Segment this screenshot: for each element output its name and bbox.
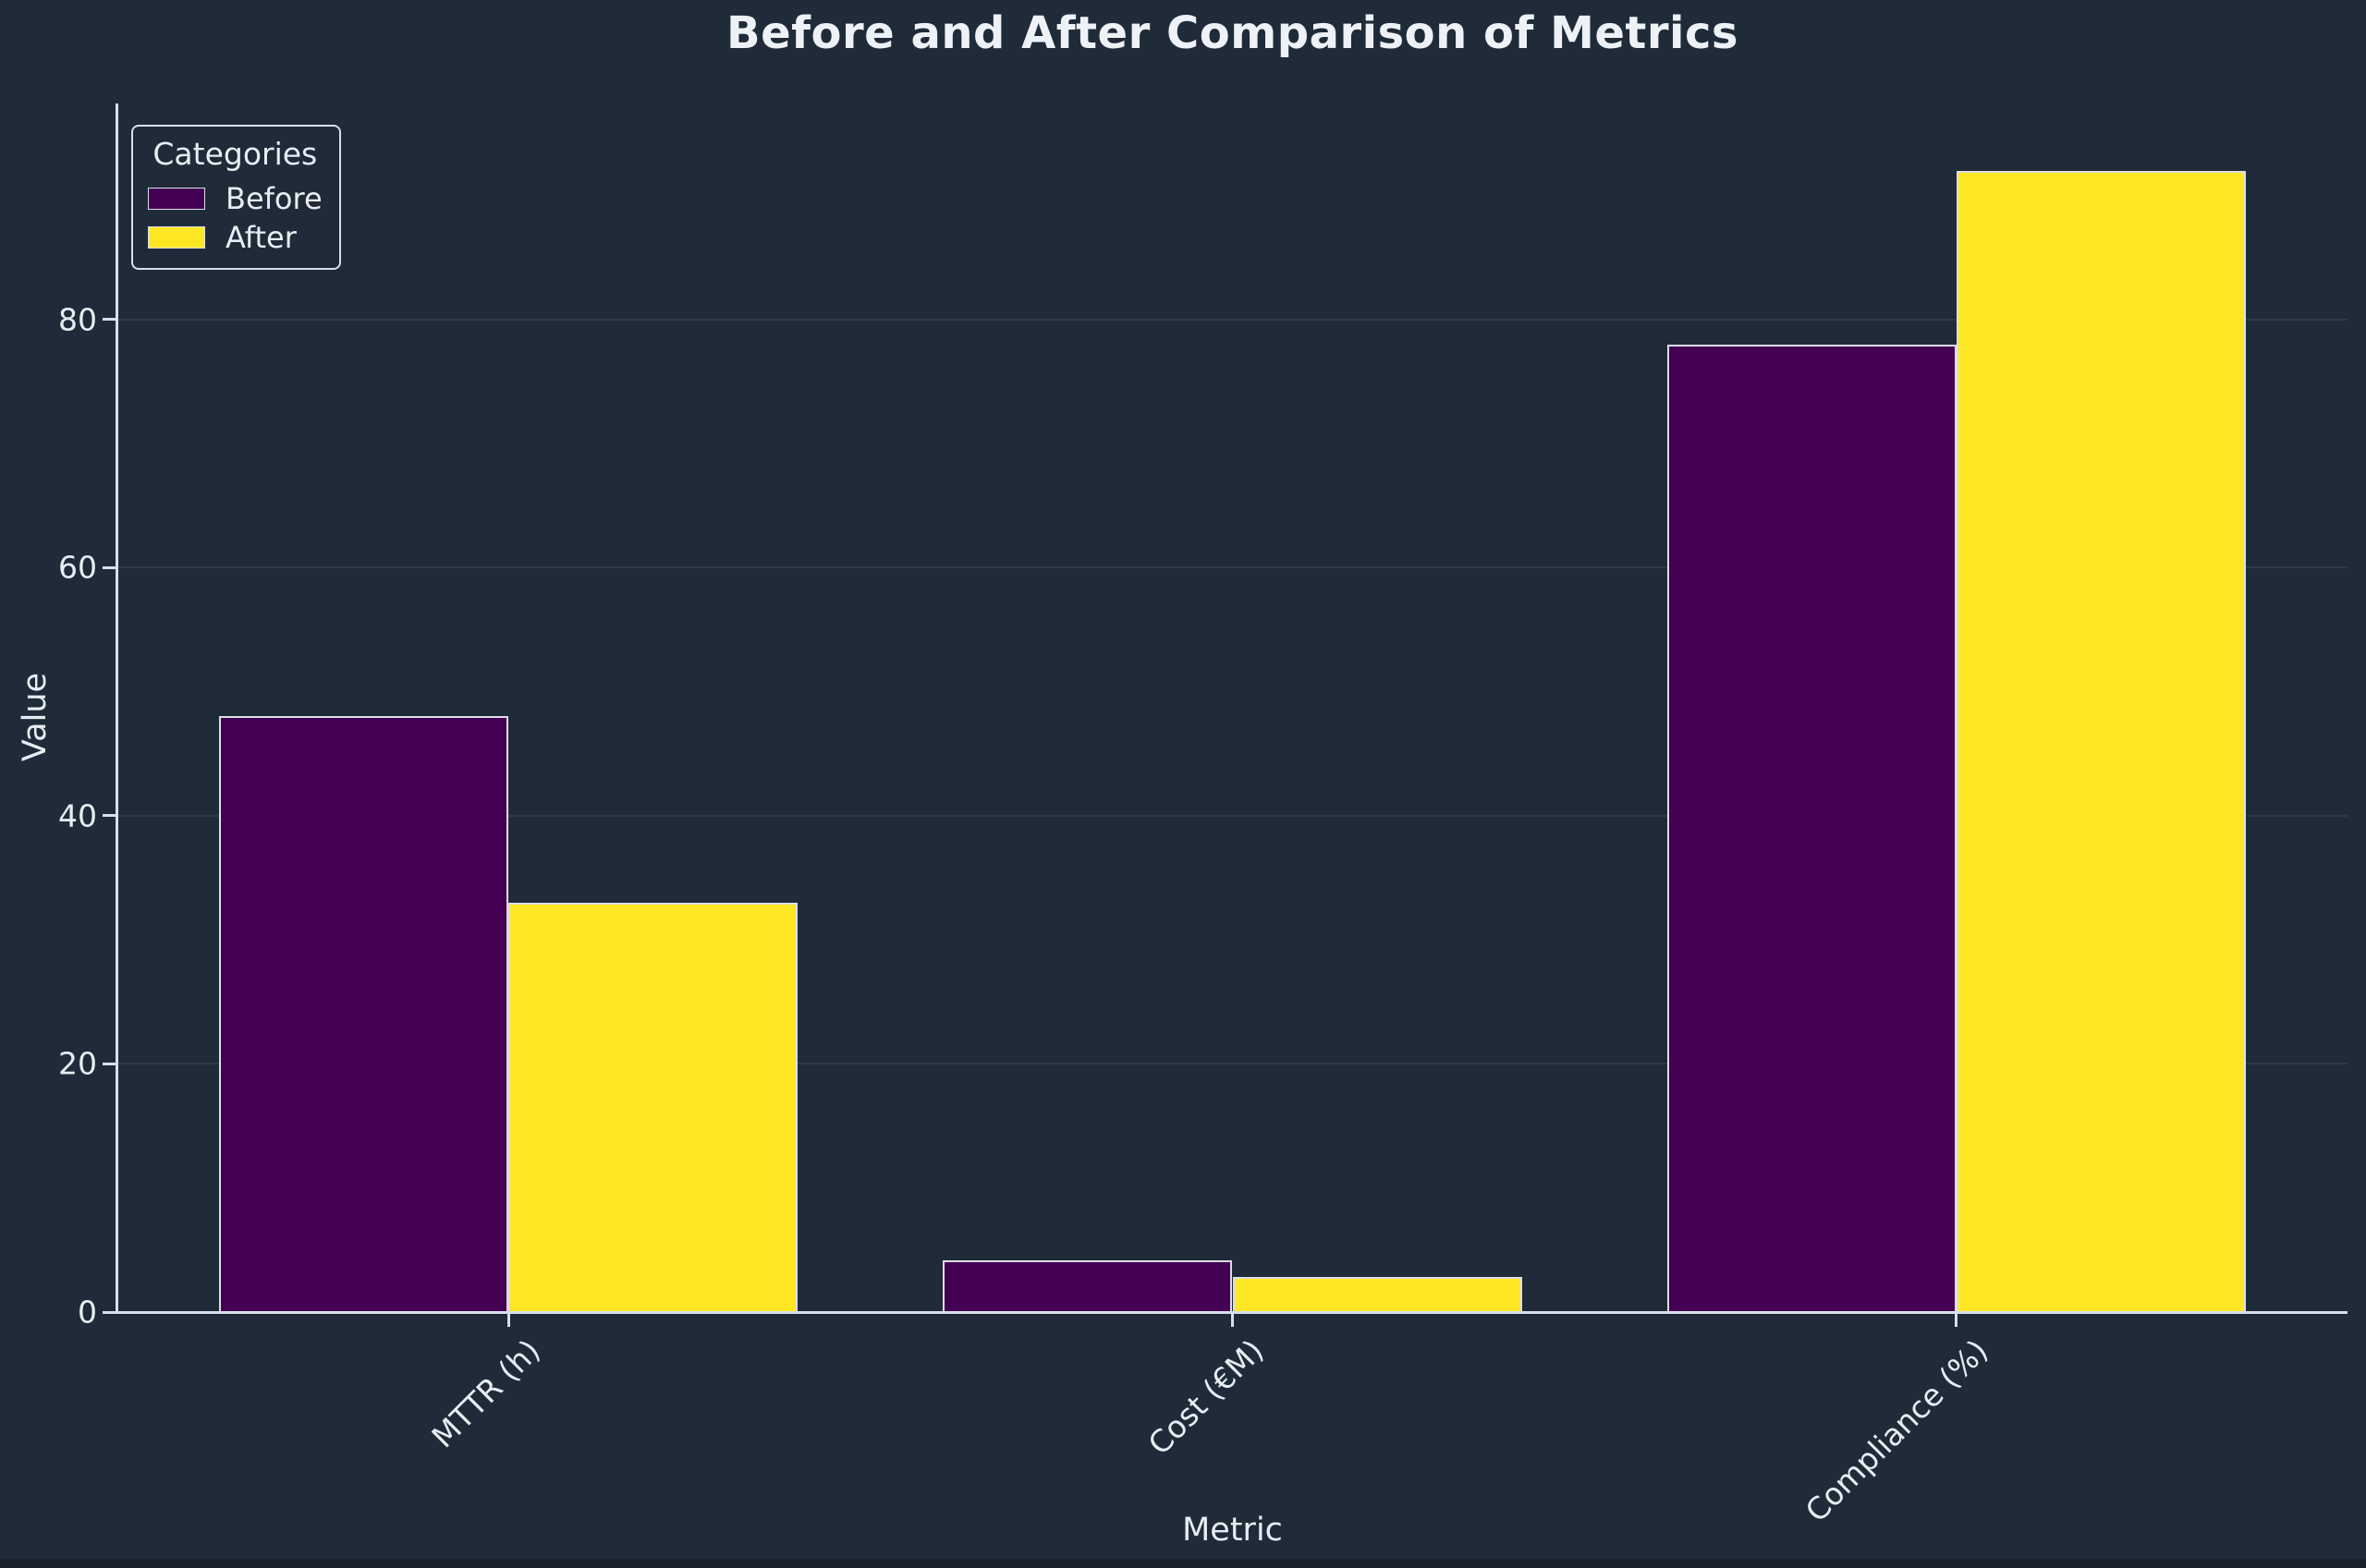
legend-swatch-after	[148, 226, 205, 249]
legend-item-before: Before	[148, 179, 323, 218]
bar-after-2	[1956, 170, 2247, 1312]
y-tick-label: 60	[58, 549, 97, 586]
bar-before-2	[1666, 344, 1957, 1312]
gridline-y-40	[117, 814, 2348, 817]
y-tick-mark	[103, 565, 117, 569]
chart-title: Before and After Comparison of Metrics	[726, 7, 1738, 59]
y-tick-mark	[103, 318, 117, 322]
x-tick-mark	[1231, 1312, 1234, 1327]
y-tick-label: 40	[58, 797, 97, 834]
legend: Categories Before After	[131, 125, 341, 270]
legend-label-before: Before	[226, 181, 323, 216]
gridline-y-80	[117, 318, 2348, 321]
bar-after-1	[1232, 1277, 1522, 1312]
x-axis-spine	[117, 1311, 2348, 1314]
gridline-y-20	[117, 1063, 2348, 1065]
legend-swatch-before	[148, 188, 205, 210]
legend-label-after: After	[226, 220, 297, 255]
x-tick-label: Compliance (%)	[1798, 1332, 1995, 1529]
x-axis-label: Metric	[1182, 1512, 1283, 1549]
y-tick-mark	[103, 1062, 117, 1065]
y-axis-spine	[116, 103, 118, 1314]
y-tick-mark	[103, 814, 117, 818]
x-tick-mark	[1955, 1312, 1958, 1327]
legend-title: Categories	[152, 136, 318, 172]
gridline-y-60	[117, 566, 2348, 569]
x-tick-label: MTTR (h)	[424, 1332, 547, 1455]
x-tick-label: Cost (€M)	[1141, 1332, 1272, 1463]
y-tick-label: 0	[78, 1294, 97, 1331]
bar-after-0	[508, 902, 799, 1312]
bar-before-1	[943, 1259, 1233, 1312]
legend-item-after: After	[148, 218, 323, 257]
x-tick-mark	[506, 1312, 510, 1327]
y-tick-label: 80	[58, 301, 97, 338]
legend-items: Before After	[148, 179, 323, 257]
y-tick-mark	[103, 1310, 117, 1314]
y-tick-label: 20	[58, 1045, 97, 1082]
window-edge	[0, 1559, 2366, 1568]
bar-before-0	[218, 716, 509, 1312]
y-axis-label: Value	[17, 672, 54, 762]
